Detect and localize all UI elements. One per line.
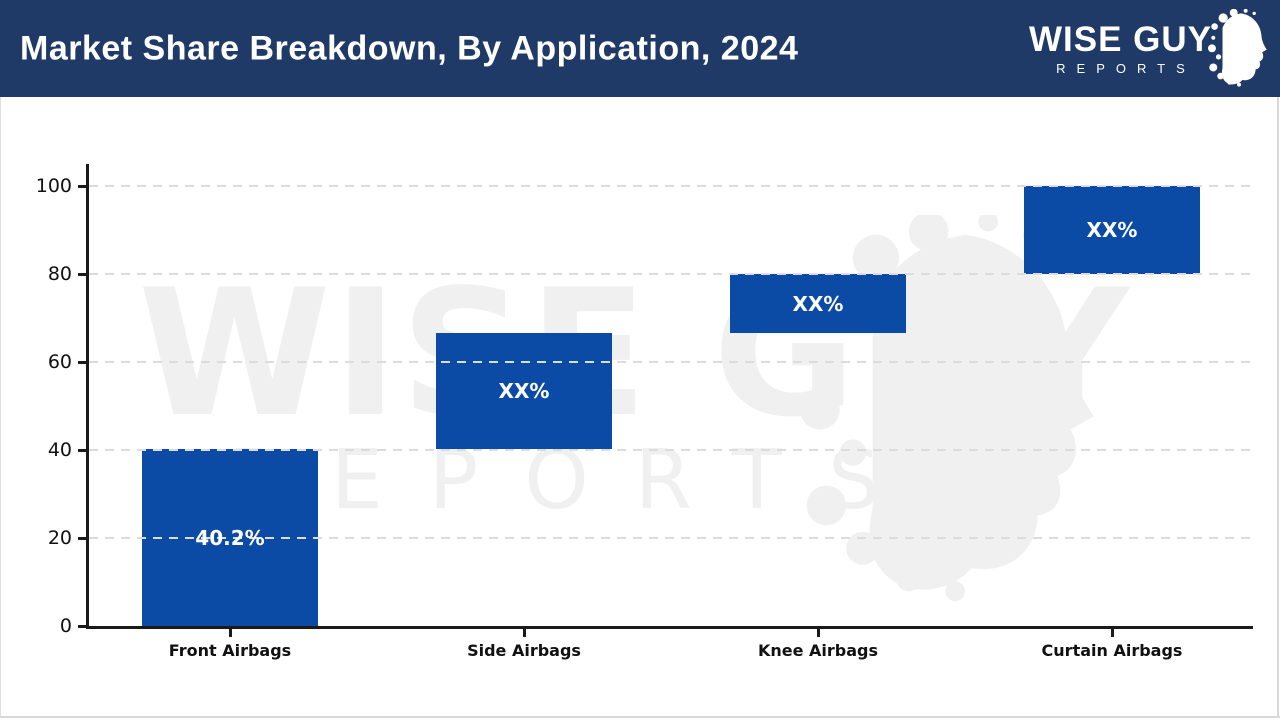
x-tick-mark bbox=[816, 629, 820, 637]
y-tick-label: 20 bbox=[47, 527, 72, 549]
bar-value-label: XX% bbox=[792, 291, 844, 316]
gridline bbox=[89, 185, 1253, 187]
y-tick-mark bbox=[78, 360, 86, 364]
bar-value-label: XX% bbox=[498, 379, 550, 404]
image-right-border bbox=[1277, 97, 1279, 717]
y-tick-label: 100 bbox=[35, 175, 72, 197]
bar-value-label: 40.2% bbox=[195, 525, 265, 550]
gridline bbox=[89, 449, 1253, 451]
wiseguy-reports-logo: WISE GUY REPORTS bbox=[1029, 5, 1274, 92]
wiseguy-face-icon bbox=[1208, 9, 1274, 89]
x-axis-line bbox=[86, 626, 1253, 629]
y-tick-mark bbox=[78, 536, 86, 540]
x-tick-mark bbox=[522, 629, 526, 637]
y-tick-mark bbox=[78, 272, 86, 276]
y-tick-label: 40 bbox=[47, 439, 72, 461]
x-tick-mark bbox=[228, 629, 232, 637]
logo-text: WISE GUY REPORTS bbox=[1029, 22, 1212, 75]
logo-text-wiseguy: WISE GUY bbox=[1028, 20, 1212, 59]
gridline bbox=[89, 537, 1253, 539]
bar bbox=[730, 274, 906, 334]
chart-title: Market Share Breakdown, By Application, … bbox=[20, 29, 799, 67]
x-category-label: Curtain Airbags bbox=[1041, 641, 1183, 660]
y-tick-label: 60 bbox=[47, 351, 72, 373]
image-bottom-border bbox=[0, 716, 1280, 718]
header-bar: Market Share Breakdown, By Application, … bbox=[0, 0, 1280, 97]
image-left-border bbox=[0, 97, 1, 717]
y-tick-mark bbox=[78, 184, 86, 188]
logo-text-reports: REPORTS bbox=[1056, 61, 1196, 76]
bar-value-label: XX% bbox=[1086, 218, 1138, 243]
y-tick-mark bbox=[78, 624, 86, 628]
watermark-text-reports: REPORTS bbox=[228, 433, 926, 528]
gridline bbox=[89, 361, 1253, 363]
x-tick-mark bbox=[1110, 629, 1114, 637]
x-category-label: Front Airbags bbox=[168, 641, 292, 660]
gridline bbox=[89, 273, 1253, 275]
y-axis-line bbox=[86, 164, 89, 629]
x-category-label: Knee Airbags bbox=[757, 641, 879, 660]
y-tick-label: 80 bbox=[47, 263, 72, 285]
y-tick-label: 0 bbox=[59, 615, 72, 637]
bar bbox=[1024, 186, 1200, 275]
x-category-label: Side Airbags bbox=[467, 641, 581, 660]
bar bbox=[436, 333, 612, 450]
y-tick-mark bbox=[78, 448, 86, 452]
